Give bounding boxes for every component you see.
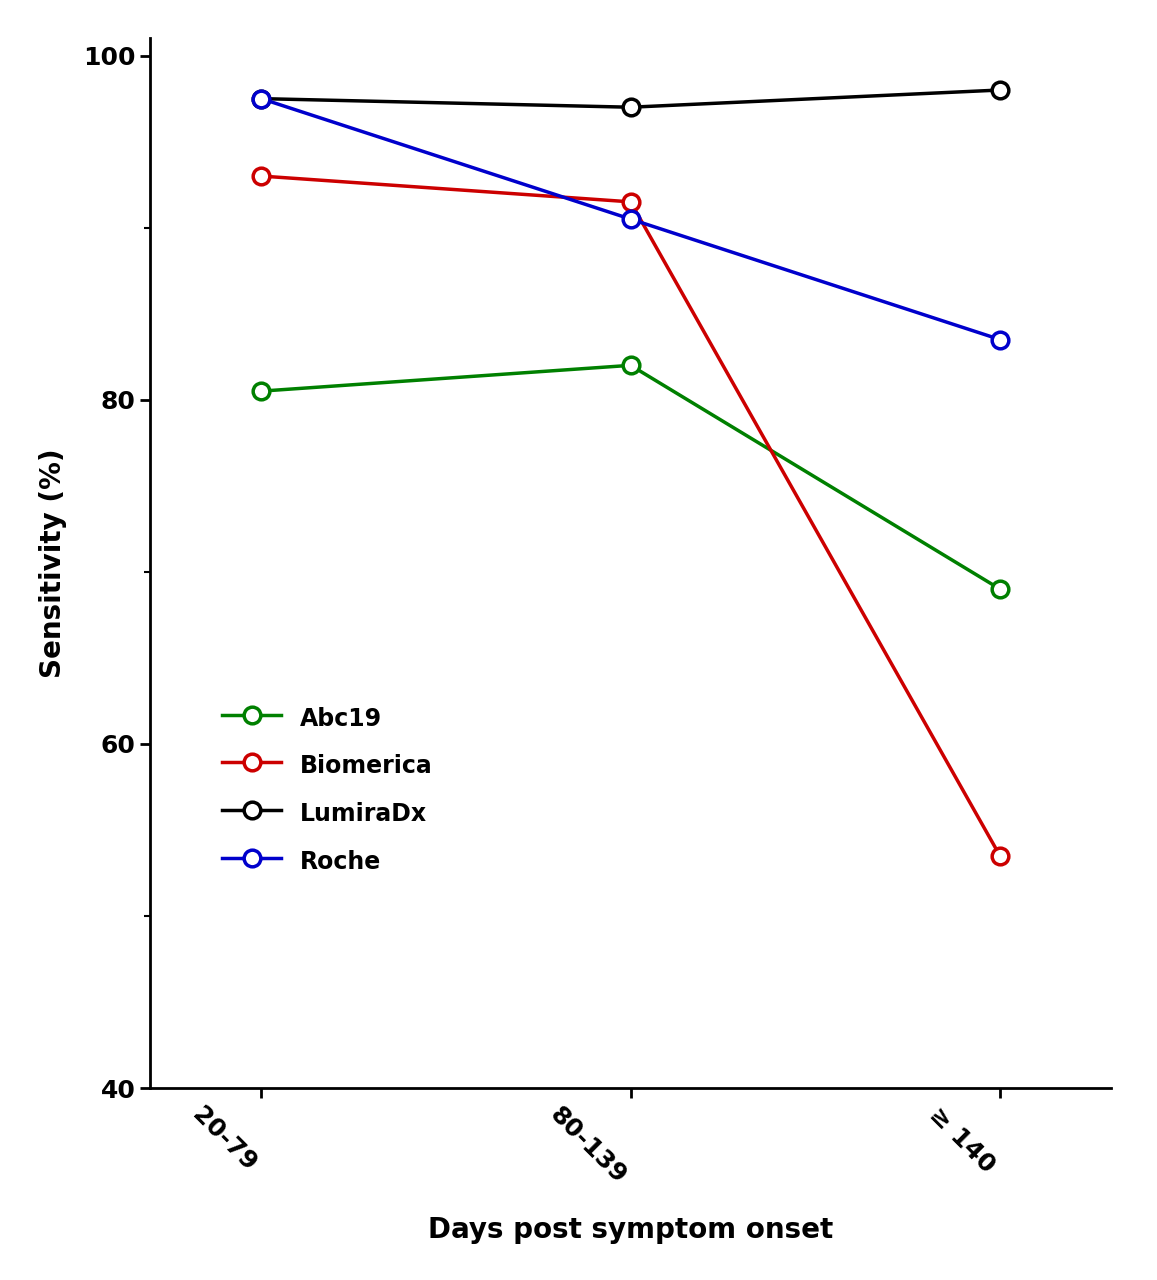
LumiraDx xyxy=(624,100,638,115)
Biomerica xyxy=(255,169,268,184)
Abc19 xyxy=(624,357,638,372)
Biomerica xyxy=(624,195,638,210)
Line: Biomerica: Biomerica xyxy=(253,168,1008,864)
Legend: Abc19, Biomerica, LumiraDx, Roche: Abc19, Biomerica, LumiraDx, Roche xyxy=(211,691,444,887)
Roche xyxy=(255,91,268,106)
Line: Abc19: Abc19 xyxy=(253,357,1008,598)
Biomerica xyxy=(993,849,1007,864)
Abc19 xyxy=(255,384,268,399)
X-axis label: Days post symptom onset: Days post symptom onset xyxy=(428,1216,833,1244)
Roche xyxy=(624,211,638,227)
Line: Roche: Roche xyxy=(253,91,1008,348)
Roche xyxy=(993,332,1007,347)
Line: LumiraDx: LumiraDx xyxy=(253,82,1008,115)
Abc19 xyxy=(993,581,1007,596)
Y-axis label: Sensitivity (%): Sensitivity (%) xyxy=(38,448,67,678)
LumiraDx xyxy=(255,91,268,106)
LumiraDx xyxy=(993,82,1007,97)
